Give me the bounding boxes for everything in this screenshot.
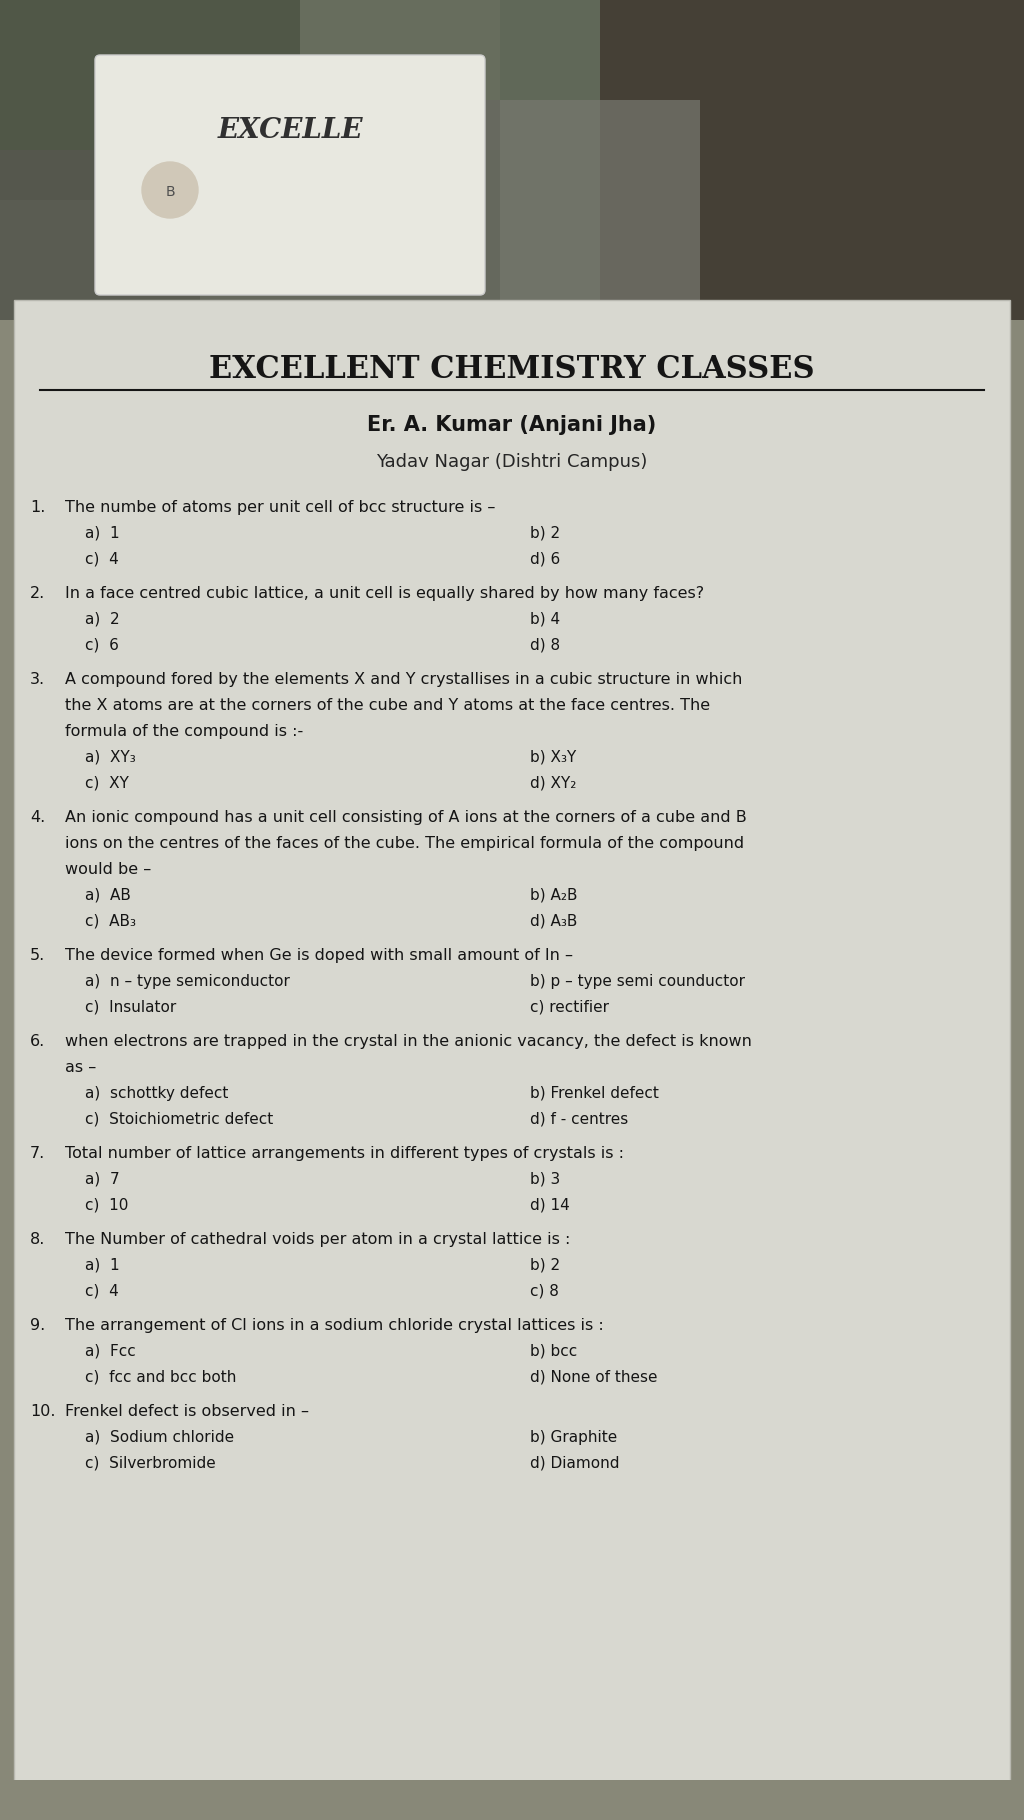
Text: c)  Insulator: c) Insulator: [85, 999, 176, 1016]
Text: EXCELLE: EXCELLE: [217, 116, 362, 144]
Text: A compound fored by the elements X and Y crystallises in a cubic structure in wh: A compound fored by the elements X and Y…: [65, 672, 742, 686]
Circle shape: [142, 162, 198, 218]
Text: the X atoms are at the corners of the cube and Y atoms at the face centres. The: the X atoms are at the corners of the cu…: [65, 699, 710, 713]
FancyBboxPatch shape: [0, 0, 1024, 320]
Text: In a face centred cubic lattice, a unit cell is equally shared by how many faces: In a face centred cubic lattice, a unit …: [65, 586, 705, 601]
Text: 6.: 6.: [30, 1034, 45, 1048]
Text: b) X₃Y: b) X₃Y: [530, 750, 577, 764]
Text: b) 2: b) 2: [530, 526, 560, 541]
Text: The device formed when Ge is doped with small amount of In –: The device formed when Ge is doped with …: [65, 948, 573, 963]
Text: Er. A. Kumar (Anjani Jha): Er. A. Kumar (Anjani Jha): [368, 415, 656, 435]
Text: b) 3: b) 3: [530, 1172, 560, 1187]
Text: 9.: 9.: [30, 1318, 45, 1332]
Text: d) f - centres: d) f - centres: [530, 1112, 629, 1127]
Text: 5.: 5.: [30, 948, 45, 963]
FancyBboxPatch shape: [0, 1780, 1024, 1820]
Text: c)  XY: c) XY: [85, 775, 129, 792]
Text: d) Diamond: d) Diamond: [530, 1456, 620, 1471]
Text: c)  4: c) 4: [85, 1283, 119, 1299]
FancyBboxPatch shape: [600, 0, 1024, 320]
Text: 2.: 2.: [30, 586, 45, 601]
Text: a)  Sodium chloride: a) Sodium chloride: [85, 1431, 234, 1445]
Text: 3.: 3.: [30, 672, 45, 686]
Text: b) A₂B: b) A₂B: [530, 888, 578, 903]
Text: The Number of cathedral voids per atom in a crystal lattice is :: The Number of cathedral voids per atom i…: [65, 1232, 570, 1247]
Text: c)  10: c) 10: [85, 1198, 128, 1212]
Text: 4.: 4.: [30, 810, 45, 824]
Text: c) rectifier: c) rectifier: [530, 999, 609, 1016]
Text: b) Frenkel defect: b) Frenkel defect: [530, 1087, 658, 1101]
Text: c)  fcc and bcc both: c) fcc and bcc both: [85, 1370, 237, 1385]
Text: Yadav Nagar (Dishtri Campus): Yadav Nagar (Dishtri Campus): [376, 453, 648, 471]
Text: d) A₃B: d) A₃B: [530, 914, 578, 928]
Text: formula of the compound is :-: formula of the compound is :-: [65, 724, 303, 739]
Text: a)  Fcc: a) Fcc: [85, 1343, 136, 1360]
FancyBboxPatch shape: [14, 300, 1010, 1800]
Text: d) None of these: d) None of these: [530, 1370, 657, 1385]
Text: The arrangement of Cl ions in a sodium chloride crystal lattices is :: The arrangement of Cl ions in a sodium c…: [65, 1318, 604, 1332]
Text: c)  Stoichiometric defect: c) Stoichiometric defect: [85, 1112, 273, 1127]
Text: B: B: [165, 186, 175, 198]
Text: d) 14: d) 14: [530, 1198, 569, 1212]
FancyBboxPatch shape: [0, 149, 200, 320]
Text: a)  2: a) 2: [85, 612, 120, 628]
Text: a)  XY₃: a) XY₃: [85, 750, 136, 764]
Text: c)  6: c) 6: [85, 639, 119, 653]
Text: Total number of lattice arrangements in different types of crystals is :: Total number of lattice arrangements in …: [65, 1147, 624, 1161]
Text: d) 6: d) 6: [530, 551, 560, 568]
Text: d) 8: d) 8: [530, 639, 560, 653]
Text: b) 4: b) 4: [530, 612, 560, 628]
Text: a)  1: a) 1: [85, 526, 120, 541]
FancyBboxPatch shape: [200, 100, 500, 320]
Text: a)  schottky defect: a) schottky defect: [85, 1087, 228, 1101]
Text: a)  n – type semiconductor: a) n – type semiconductor: [85, 974, 290, 988]
FancyBboxPatch shape: [500, 100, 700, 320]
Text: c)  AB₃: c) AB₃: [85, 914, 136, 928]
Text: Frenkel defect is observed in –: Frenkel defect is observed in –: [65, 1403, 309, 1420]
Text: b) Graphite: b) Graphite: [530, 1431, 617, 1445]
Text: a)  AB: a) AB: [85, 888, 131, 903]
Text: 8.: 8.: [30, 1232, 45, 1247]
Text: 7.: 7.: [30, 1147, 45, 1161]
Text: c) 8: c) 8: [530, 1283, 559, 1299]
Text: c)  Silverbromide: c) Silverbromide: [85, 1456, 216, 1471]
FancyBboxPatch shape: [0, 0, 300, 200]
Text: 1.: 1.: [30, 501, 45, 515]
Text: would be –: would be –: [65, 863, 152, 877]
Text: when electrons are trapped in the crystal in the anionic vacancy, the defect is : when electrons are trapped in the crysta…: [65, 1034, 752, 1048]
Text: b) 2: b) 2: [530, 1258, 560, 1272]
Text: b) p – type semi counductor: b) p – type semi counductor: [530, 974, 745, 988]
Text: a)  1: a) 1: [85, 1258, 120, 1272]
Text: b) bcc: b) bcc: [530, 1343, 578, 1360]
Text: d) XY₂: d) XY₂: [530, 775, 577, 792]
Text: EXCELLENT CHEMISTRY CLASSES: EXCELLENT CHEMISTRY CLASSES: [209, 355, 815, 386]
Text: c)  4: c) 4: [85, 551, 119, 568]
Text: An ionic compound has a unit cell consisting of A ions at the corners of a cube : An ionic compound has a unit cell consis…: [65, 810, 746, 824]
Text: ions on the centres of the faces of the cube. The empirical formula of the compo: ions on the centres of the faces of the …: [65, 835, 744, 852]
FancyBboxPatch shape: [300, 0, 500, 149]
Text: 10.: 10.: [30, 1403, 55, 1420]
Text: The numbe of atoms per unit cell of bcc structure is –: The numbe of atoms per unit cell of bcc …: [65, 501, 496, 515]
Text: as –: as –: [65, 1059, 96, 1076]
Text: a)  7: a) 7: [85, 1172, 120, 1187]
FancyBboxPatch shape: [95, 55, 485, 295]
